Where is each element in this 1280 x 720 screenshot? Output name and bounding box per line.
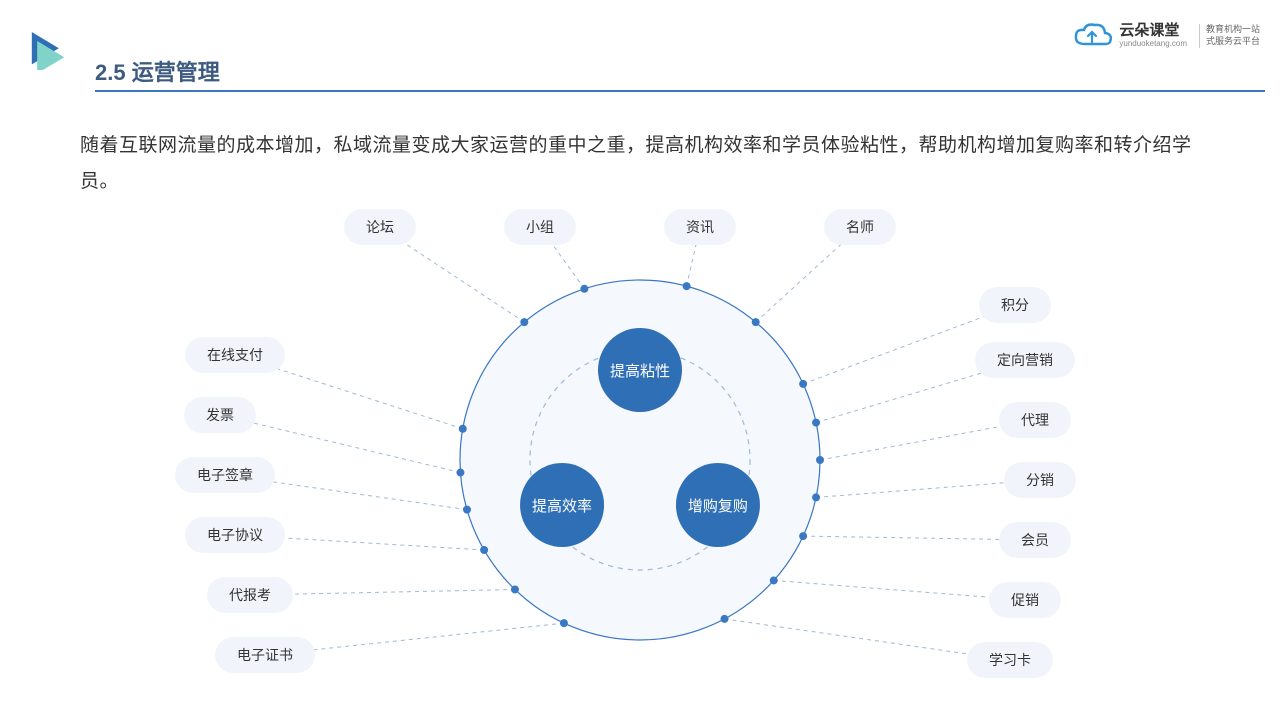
hub-repurch: 增购复购 bbox=[676, 463, 760, 547]
anchor-dot bbox=[456, 469, 464, 477]
p-econtract: 电子协议 bbox=[185, 517, 285, 553]
section-heading: 2.5 运营管理 bbox=[95, 55, 220, 87]
p-points: 积分 bbox=[979, 287, 1051, 323]
anchor-dot bbox=[459, 425, 467, 433]
anchor-dot bbox=[511, 585, 519, 593]
anchor-dot bbox=[799, 532, 807, 540]
p-pay: 在线支付 bbox=[185, 337, 285, 373]
brand-subtext: yunduoketang.com bbox=[1119, 40, 1187, 49]
p-invoice: 发票 bbox=[184, 397, 256, 433]
anchor-dot bbox=[683, 282, 691, 290]
anchor-dot bbox=[520, 318, 528, 326]
anchor-dot bbox=[816, 456, 824, 464]
anchor-dot bbox=[721, 615, 729, 623]
p-agent: 代理 bbox=[999, 402, 1071, 438]
anchor-dot bbox=[812, 493, 820, 501]
intro-paragraph: 随着互联网流量的成本增加，私域流量变成大家运营的重中之重，提高机构效率和学员体验… bbox=[80, 128, 1215, 200]
p-promo: 促销 bbox=[989, 582, 1061, 618]
section-title: 运营管理 bbox=[132, 60, 220, 85]
hub-efficient: 提高效率 bbox=[520, 463, 604, 547]
p-teacher: 名师 bbox=[824, 209, 896, 245]
anchor-dot bbox=[463, 506, 471, 514]
p-esign: 电子签章 bbox=[175, 457, 275, 493]
p-dist: 分销 bbox=[1004, 462, 1076, 498]
anchor-dot bbox=[580, 285, 588, 293]
p-exam: 代报考 bbox=[207, 577, 293, 613]
anchor-dot bbox=[560, 619, 568, 627]
brand-tagline: 教育机构一站 式服务云平台 bbox=[1199, 24, 1260, 47]
anchor-dot bbox=[799, 380, 807, 388]
anchor-dot bbox=[770, 576, 778, 584]
anchor-dot bbox=[480, 546, 488, 554]
p-news: 资讯 bbox=[664, 209, 736, 245]
brand-logo: 云朵课堂 yunduoketang.com 教育机构一站 式服务云平台 bbox=[1073, 22, 1260, 50]
p-card: 学习卡 bbox=[967, 642, 1053, 678]
p-target: 定向营销 bbox=[975, 342, 1075, 378]
anchor-dot bbox=[752, 318, 760, 326]
p-cert: 电子证书 bbox=[215, 637, 315, 673]
section-underline bbox=[95, 90, 1265, 92]
hub-sticky: 提高粘性 bbox=[598, 328, 682, 412]
cloud-icon bbox=[1073, 22, 1113, 50]
connector-line bbox=[774, 580, 1025, 600]
section-number: 2.5 bbox=[95, 60, 126, 85]
anchor-dot bbox=[812, 419, 820, 427]
operations-diagram: 提高粘性提高效率增购复购 论坛 小组 资讯 名师在线支付发票电子签章电子协议代报考电子证… bbox=[0, 195, 1280, 720]
p-forum: 论坛 bbox=[344, 209, 416, 245]
p-group: 小组 bbox=[504, 209, 576, 245]
brand-name: 云朵课堂 bbox=[1119, 23, 1187, 40]
p-member: 会员 bbox=[999, 522, 1071, 558]
header-triangle-icon bbox=[30, 30, 66, 70]
